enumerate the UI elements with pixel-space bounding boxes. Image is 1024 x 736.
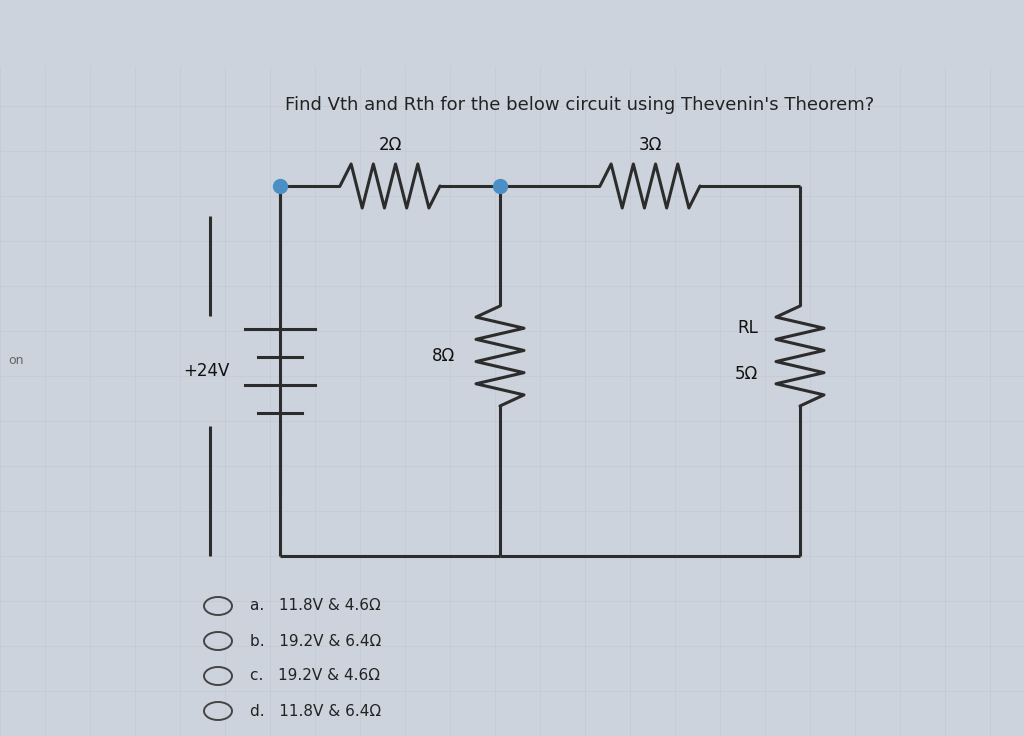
Text: 2Ω: 2Ω (378, 136, 401, 154)
Text: on: on (8, 355, 24, 367)
Text: +24V: +24V (183, 362, 230, 380)
Text: 3Ω: 3Ω (638, 136, 662, 154)
Text: RL: RL (737, 319, 758, 337)
Text: 5Ω: 5Ω (735, 365, 758, 383)
Text: d.   11.8V & 6.4Ω: d. 11.8V & 6.4Ω (250, 704, 381, 718)
Text: 8Ω: 8Ω (432, 347, 455, 365)
Text: b.   19.2V & 6.4Ω: b. 19.2V & 6.4Ω (250, 634, 381, 648)
Text: a.   11.8V & 4.6Ω: a. 11.8V & 4.6Ω (250, 598, 381, 614)
Text: Find Vth and Rth for the below circuit using Thevenin's Theorem?: Find Vth and Rth for the below circuit u… (286, 96, 874, 114)
Text: c.   19.2V & 4.6Ω: c. 19.2V & 4.6Ω (250, 668, 380, 684)
